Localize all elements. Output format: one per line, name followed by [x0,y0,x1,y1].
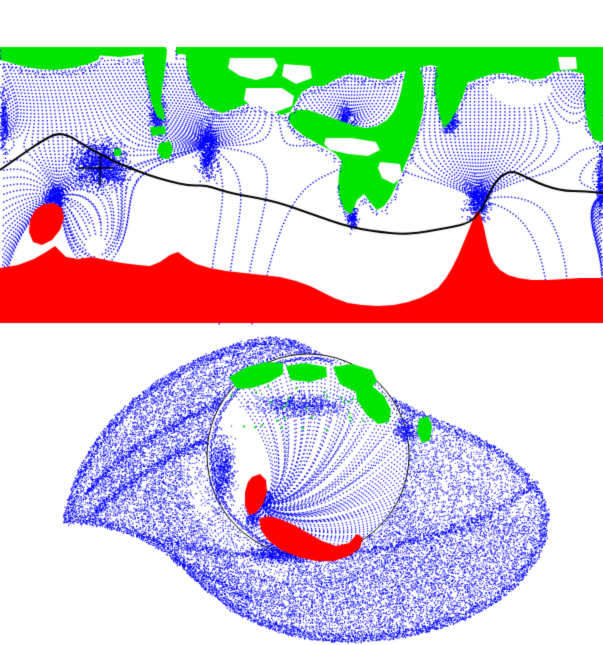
world-map-panel [0,0,603,330]
globe-panel [0,330,603,645]
